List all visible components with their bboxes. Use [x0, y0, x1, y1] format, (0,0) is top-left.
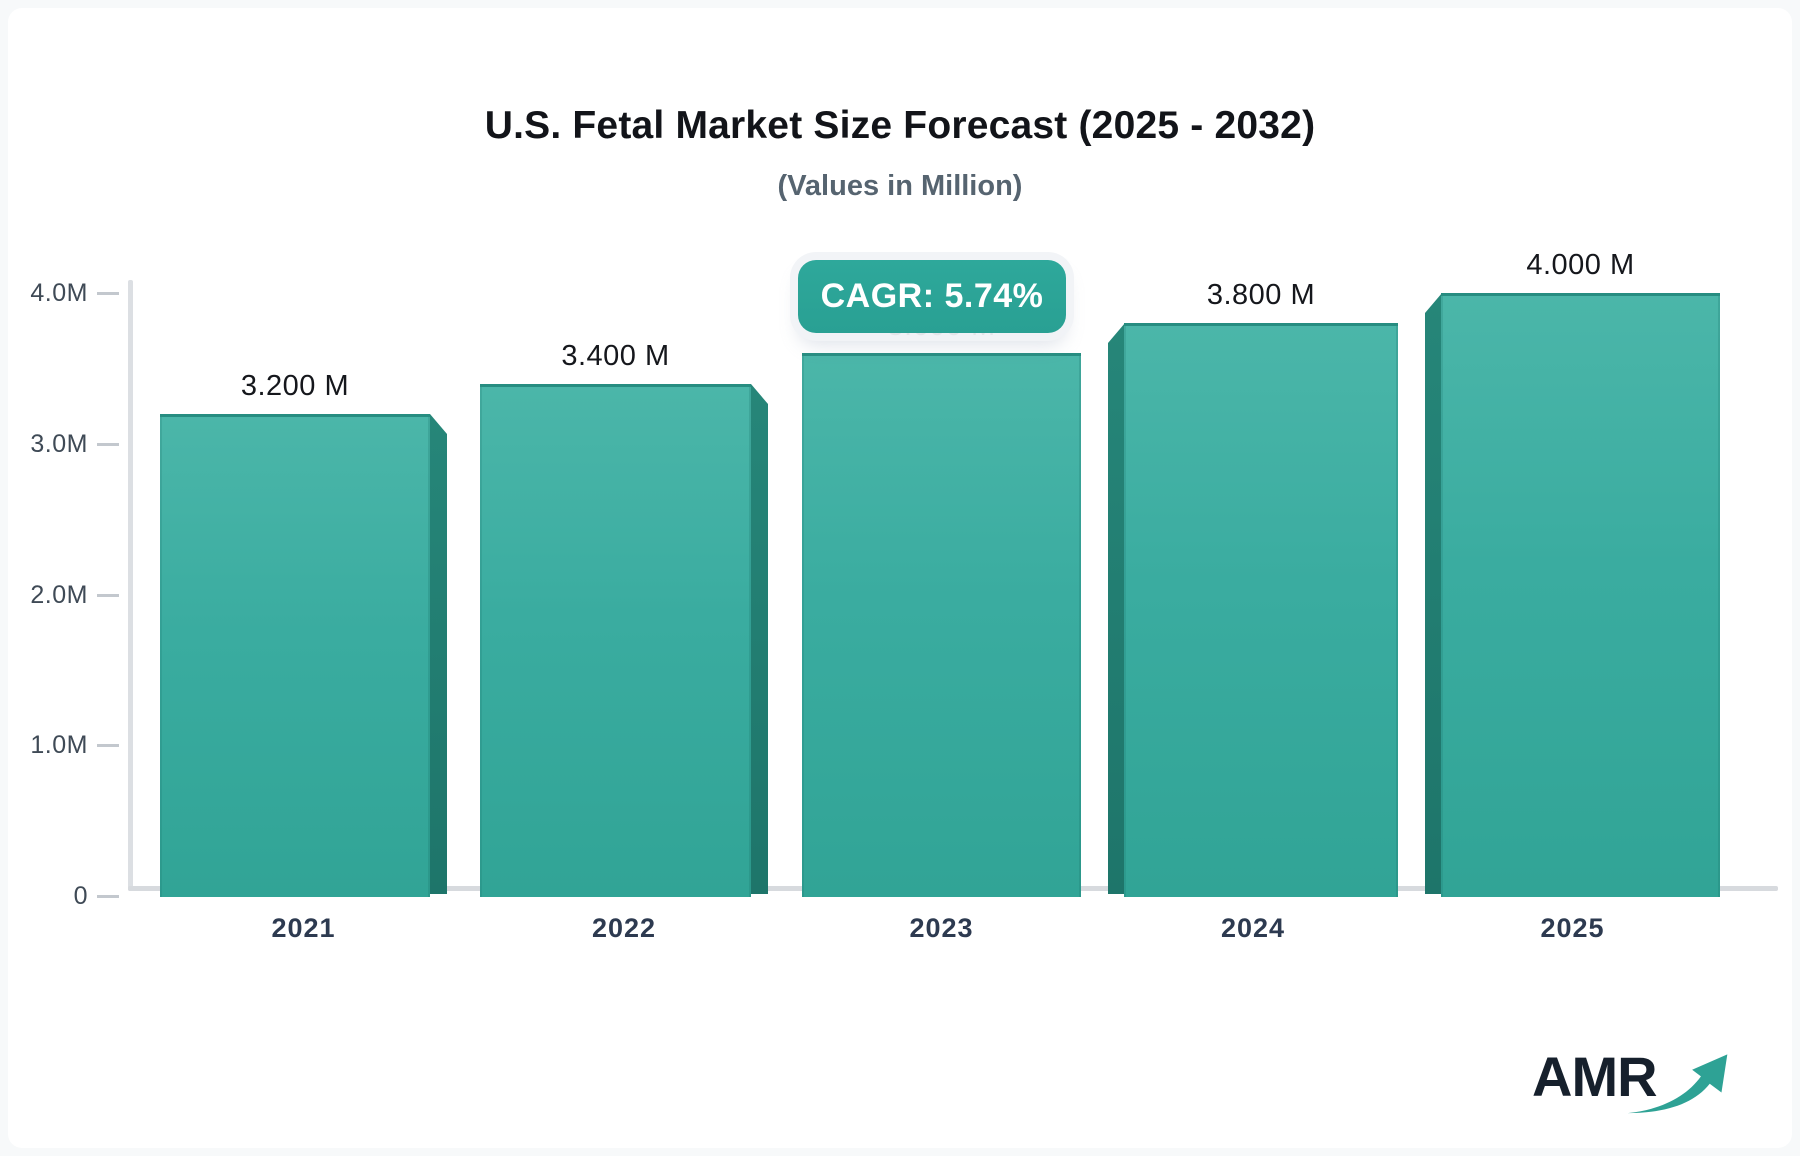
chart-subtitle: (Values in Million) [777, 170, 1023, 202]
y-tick-label: 4.0M [30, 279, 88, 307]
bar-2025 [1441, 293, 1720, 897]
y-tick-mark [97, 594, 119, 597]
x-category-label: 2021 [271, 913, 336, 943]
y-tick-mark [97, 744, 119, 747]
bar-2025-side [1425, 293, 1442, 894]
x-category-label: 2023 [909, 913, 974, 943]
amr-logo: AMR [1532, 1040, 1728, 1120]
chart-title: U.S. Fetal Market Size Forecast (2025 - … [484, 104, 1316, 147]
y-tick-label: 3.0M [30, 430, 88, 458]
chart-card: U.S. Fetal Market Size Forecast (2025 - … [8, 8, 1792, 1148]
bar-2024-side [1108, 323, 1125, 894]
bar-2022-side [751, 384, 768, 894]
bar-2021 [160, 414, 430, 897]
x-category-label: 2022 [591, 913, 657, 943]
y-tick-label: 2.0M [30, 581, 88, 609]
y-axis-line [128, 280, 133, 891]
y-tick-mark [97, 895, 119, 898]
cagr-badge-label: CAGR: 5.74% [820, 277, 1044, 315]
x-category-label: 2024 [1220, 913, 1286, 943]
cagr-badge: CAGR: 5.74% [798, 260, 1066, 333]
y-tick-mark [97, 292, 119, 295]
y-tick-mark [97, 443, 119, 446]
y-tick-label: 0 [73, 882, 88, 910]
bar-value-label: 3.200 M [240, 370, 350, 402]
bar-2024 [1124, 323, 1398, 897]
bar-2022 [480, 384, 751, 897]
amr-logo-text: AMR [1532, 1045, 1658, 1108]
growth-arrow-icon [1627, 1054, 1728, 1114]
x-category-label: 2025 [1540, 913, 1605, 943]
bar-2023 [802, 353, 1081, 897]
y-tick-label: 1.0M [30, 731, 88, 759]
bar-2021-side [430, 414, 447, 894]
bar-value-label: 4.000 M [1526, 249, 1635, 281]
bar-value-label: 3.400 M [561, 340, 670, 372]
bar-value-label: 3.800 M [1206, 279, 1316, 311]
